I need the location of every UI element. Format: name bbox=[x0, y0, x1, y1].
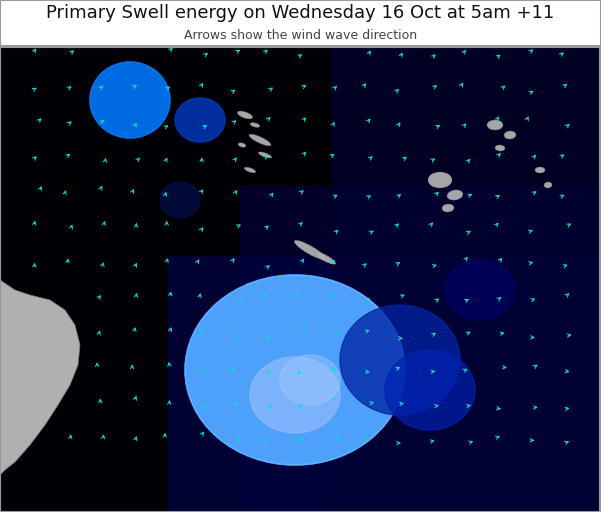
Ellipse shape bbox=[445, 260, 515, 320]
Ellipse shape bbox=[385, 350, 475, 430]
Ellipse shape bbox=[447, 190, 463, 200]
Ellipse shape bbox=[185, 275, 405, 465]
Bar bbox=[331, 46, 601, 512]
Bar bbox=[240, 186, 601, 512]
Ellipse shape bbox=[185, 275, 405, 465]
Ellipse shape bbox=[504, 131, 516, 139]
Ellipse shape bbox=[280, 355, 340, 405]
Ellipse shape bbox=[535, 167, 545, 173]
Ellipse shape bbox=[245, 167, 255, 173]
Bar bbox=[168, 255, 601, 512]
Ellipse shape bbox=[445, 260, 515, 320]
Ellipse shape bbox=[258, 152, 272, 158]
Ellipse shape bbox=[487, 120, 503, 130]
Ellipse shape bbox=[250, 123, 260, 127]
Ellipse shape bbox=[185, 275, 405, 465]
Ellipse shape bbox=[442, 204, 454, 212]
Ellipse shape bbox=[340, 305, 460, 415]
Ellipse shape bbox=[185, 275, 405, 465]
Ellipse shape bbox=[544, 182, 552, 188]
Ellipse shape bbox=[385, 350, 475, 430]
Ellipse shape bbox=[90, 62, 170, 138]
Ellipse shape bbox=[294, 240, 326, 260]
Ellipse shape bbox=[340, 305, 460, 415]
Ellipse shape bbox=[249, 134, 271, 146]
Ellipse shape bbox=[428, 172, 452, 188]
Text: Primary Swell energy on Wednesday 16 Oct at 5am +11: Primary Swell energy on Wednesday 16 Oct… bbox=[46, 4, 555, 22]
Ellipse shape bbox=[185, 275, 405, 465]
Ellipse shape bbox=[160, 182, 200, 218]
Polygon shape bbox=[0, 280, 80, 512]
Ellipse shape bbox=[495, 145, 505, 151]
Ellipse shape bbox=[237, 111, 252, 119]
Ellipse shape bbox=[90, 62, 170, 138]
Ellipse shape bbox=[314, 252, 336, 264]
Ellipse shape bbox=[175, 98, 225, 142]
Ellipse shape bbox=[280, 355, 340, 405]
Ellipse shape bbox=[250, 357, 340, 433]
Ellipse shape bbox=[250, 357, 340, 433]
Text: Arrows show the wind wave direction: Arrows show the wind wave direction bbox=[184, 29, 417, 42]
Ellipse shape bbox=[90, 62, 170, 138]
Ellipse shape bbox=[175, 98, 225, 142]
Ellipse shape bbox=[250, 357, 340, 433]
Ellipse shape bbox=[238, 143, 246, 147]
Ellipse shape bbox=[185, 275, 405, 465]
